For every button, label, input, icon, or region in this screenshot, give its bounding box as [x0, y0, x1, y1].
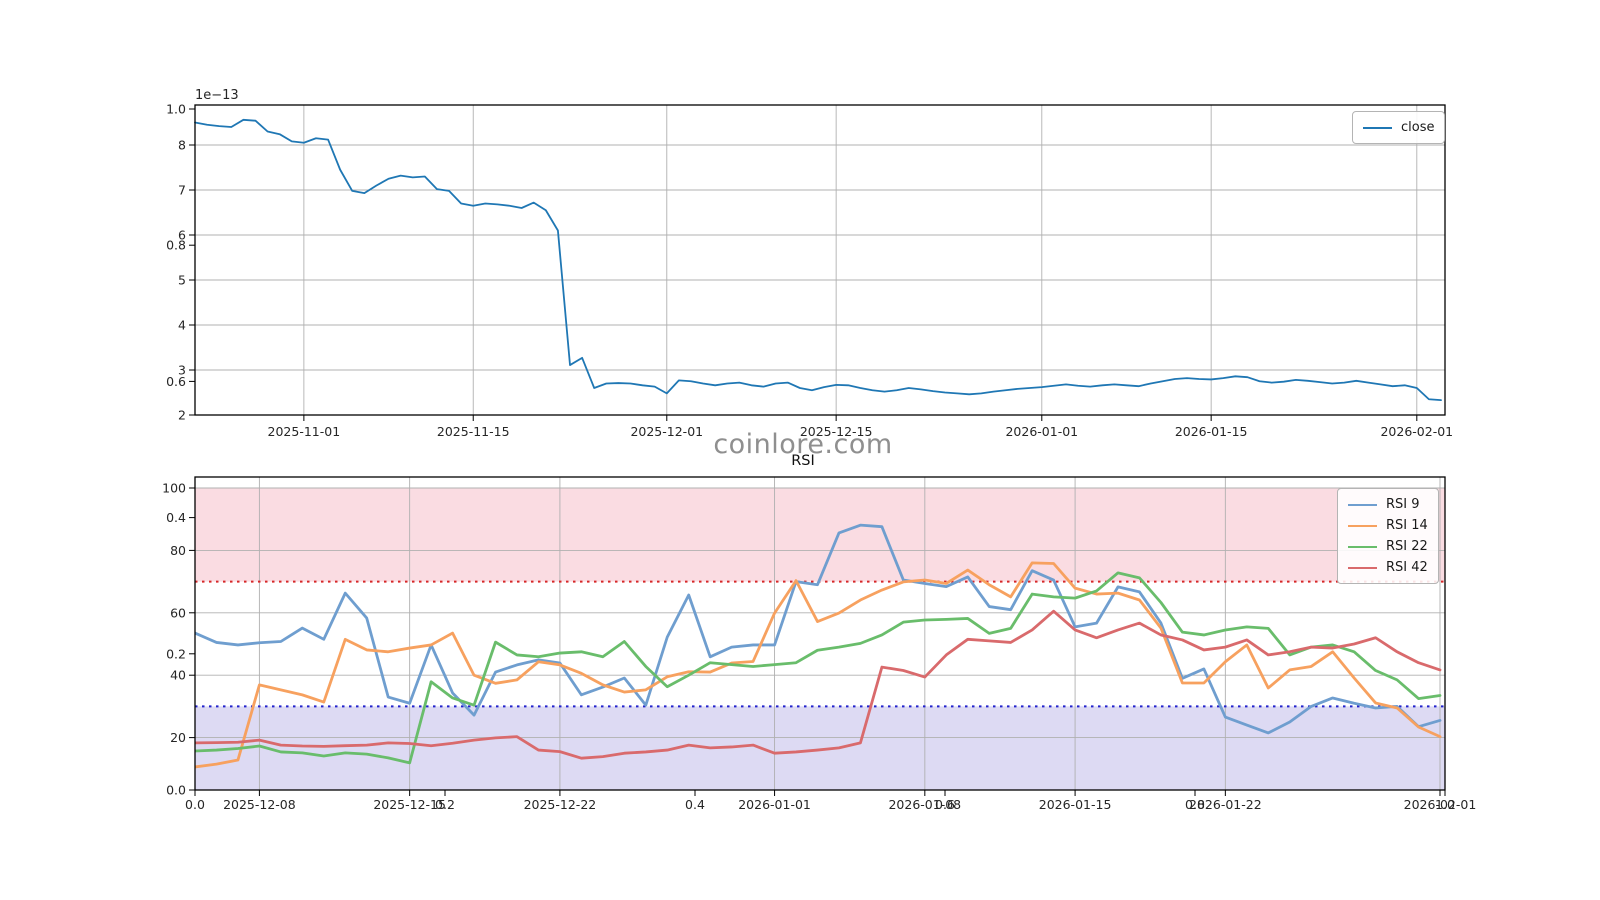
rsi-x-tick-label: 2026-01-15: [1039, 797, 1112, 812]
figure-y-tick-label: 0.6: [166, 374, 186, 389]
legend-row-rsi14: RSI 14: [1348, 515, 1428, 536]
rsi-y-tick-label: 100: [162, 481, 186, 496]
rsi42-line-swatch: [1348, 566, 1377, 569]
figure-x-tick-label: 0.0: [185, 797, 205, 812]
rsi-x-tick-label: 2026-01-22: [1189, 797, 1262, 812]
rsi-x-tick-label: 2026-01-08: [888, 797, 961, 812]
rsi-line-rsi14: [195, 561, 1442, 769]
legend-label-close: close: [1401, 120, 1435, 135]
price-x-tick-label: 2025-12-01: [630, 424, 703, 439]
legend-row-rsi42: RSI 42: [1348, 557, 1428, 578]
legend-label-rsi42: RSI 42: [1386, 560, 1428, 575]
rsi-line-rsi22: [195, 571, 1442, 765]
price-y-tick-label: 4: [178, 318, 186, 333]
rsi-chart: 100 80 60 40 20 2025-12-08 2025-12-15 2025-12-2…: [162, 476, 1477, 812]
legend-row-rsi9: RSI 9: [1348, 494, 1428, 515]
rsi22-line-swatch: [1348, 545, 1377, 548]
rsi-x-tick-label: 2025-12-15: [373, 797, 446, 812]
figure-x-tick-label: 0.6: [935, 797, 955, 812]
rsi-x-tick-label: 2025-12-22: [524, 797, 597, 812]
rsi-line-rsi42: [195, 609, 1442, 760]
price-line: [194, 118, 1442, 402]
legend-row-close: close: [1363, 117, 1434, 138]
rsi9-line-swatch: [1348, 503, 1377, 506]
price-x-tick-label: 2026-01-15: [1175, 424, 1248, 439]
figure-x-tick-label: 0.4: [685, 797, 705, 812]
figure-y-tick-label: 1.0: [166, 102, 186, 117]
rsi-x-tick-label: 2026-02-01: [1404, 797, 1477, 812]
rsi-title: RSI: [791, 453, 815, 469]
legend-row-rsi22: RSI 22: [1348, 536, 1428, 557]
figure-x-tick-label: 0.2: [435, 797, 455, 812]
figure-axis: 0.0 0.2 0.4 0.6 0.8 1.0 0.0 0.2 0.4 0.6 0.8 1.0: [166, 102, 1455, 813]
price-x-tick-label: 2025-11-15: [437, 424, 510, 439]
overbought-band: [195, 488, 1445, 582]
rsi-y-tick-label: 40: [170, 668, 186, 683]
oversold-band: [195, 706, 1445, 790]
price-y-tick-label: 5: [178, 273, 186, 288]
figure-x-tick-label: 0.8: [1185, 797, 1205, 812]
price-x-tick-label: 2025-11-01: [268, 424, 341, 439]
price-y-tick-label: 2: [178, 408, 186, 423]
rsi-x-tick-label: 2026-01-01: [738, 797, 811, 812]
watermark: coinlore.com: [713, 429, 893, 460]
price-legend: close: [1352, 111, 1446, 144]
price-y-tick-label: 6: [178, 228, 186, 243]
price-x-tick-label: 2026-02-01: [1380, 424, 1453, 439]
legend-label-rsi9: RSI 9: [1386, 497, 1420, 512]
rsi-y-tick-label: 80: [170, 543, 186, 558]
figure-y-tick-label: 0.4: [166, 510, 186, 525]
price-y-tick-label: 3: [178, 363, 186, 378]
close-line-swatch: [1363, 126, 1392, 129]
price-y-tick-label: 8: [178, 138, 186, 153]
figure-y-tick-label: 0.8: [166, 238, 186, 253]
price-x-tick-label: 2026-01-01: [1005, 424, 1078, 439]
figure-x-tick-label: 1.0: [1435, 797, 1455, 812]
rsi-plot-border: [194, 476, 1446, 791]
price-x-tick-label: 2025-12-15: [800, 424, 873, 439]
y-axis-offset-label: 1e−13: [195, 88, 239, 103]
legend-label-rsi14: RSI 14: [1386, 518, 1428, 533]
rsi-x-tick-label: 2025-12-08: [223, 797, 296, 812]
rsi-y-tick-label: 20: [170, 730, 186, 745]
price-y-tick-label: 7: [178, 183, 186, 198]
figure-y-tick-label: 0.2: [166, 646, 186, 661]
price-chart: 8 7 6 5 4 3 2 2025-11-01 2025-11-15 2025-12-01 202…: [178, 88, 1453, 439]
rsi14-line-swatch: [1348, 524, 1377, 527]
legend-label-rsi22: RSI 22: [1386, 539, 1428, 554]
rsi-line-rsi9: [195, 523, 1442, 735]
figure-y-tick-label: 0.0: [166, 783, 186, 798]
price-plot-border: [194, 104, 1446, 416]
rsi-y-tick-label: 60: [170, 605, 186, 620]
rsi-legend: RSI 9 RSI 14 RSI 22 RSI 42: [1337, 488, 1439, 584]
